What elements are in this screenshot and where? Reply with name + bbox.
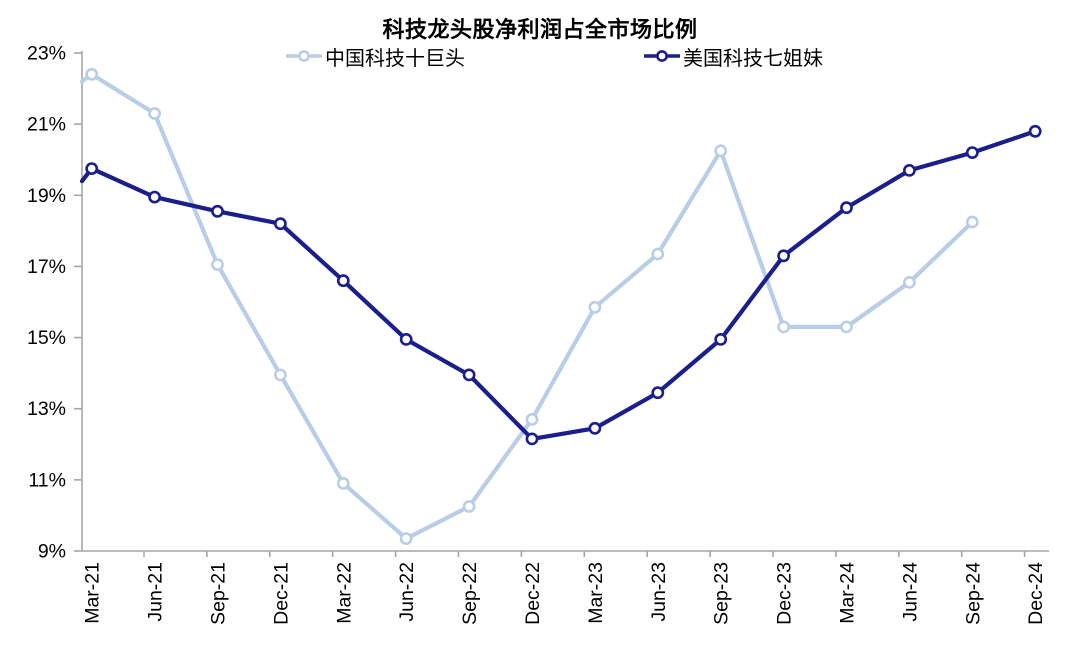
x-tick-label: Mar-21 [82, 562, 104, 624]
series-marker-0 [840, 320, 853, 334]
x-tick-label: Jun-22 [396, 562, 418, 622]
series-marker-0 [273, 368, 287, 382]
x-tick-label: Jun-24 [899, 562, 921, 622]
x-tick-label: Dec-24 [1025, 562, 1047, 625]
y-tick-label: 11% [28, 469, 66, 491]
series-marker-1 [840, 201, 853, 215]
legend-marker-us-icon [644, 50, 680, 62]
y-tick-label: 17% [27, 256, 66, 278]
y-tick-label: 21% [27, 114, 66, 136]
series-marker-0 [777, 320, 790, 334]
series-marker-1 [588, 421, 602, 435]
legend-label-us: 美国科技七姐妹 [683, 47, 823, 70]
legend-label-china: 中国科技十巨头 [325, 47, 465, 70]
series-marker-1 [148, 190, 161, 204]
series-line-0 [79, 72, 975, 541]
y-tick-label: 23% [27, 43, 66, 65]
legend-marker-china-icon [286, 50, 322, 62]
series-marker-0 [211, 258, 224, 271]
series-marker-0 [462, 500, 476, 513]
legend-item-china: 中国科技十巨头 [285, 45, 465, 70]
series-marker-0 [525, 412, 539, 426]
y-tick-label: 19% [27, 185, 66, 207]
series-marker-0 [903, 275, 916, 289]
x-tick-label: Sep-22 [459, 562, 481, 625]
x-tick-label: Dec-21 [270, 562, 292, 625]
x-tick-label: Dec-22 [522, 562, 544, 625]
series-marker-0 [965, 215, 979, 229]
series-marker-1 [336, 274, 350, 288]
series-marker-1 [525, 432, 539, 446]
series-marker-0 [85, 67, 99, 81]
y-tick-label: 15% [27, 327, 66, 349]
series-marker-1 [462, 368, 476, 382]
series-marker-0 [651, 247, 665, 261]
series-marker-1 [399, 332, 413, 346]
series-marker-0 [588, 300, 602, 314]
series-marker-0 [148, 107, 161, 120]
chart-title: 科技龙头股净利润占全市场比例 [382, 17, 698, 42]
series-marker-1 [1028, 124, 1042, 138]
series-marker-0 [714, 144, 728, 158]
series-marker-1 [273, 217, 287, 231]
series-marker-0 [399, 532, 413, 545]
series-marker-1 [211, 204, 224, 218]
x-tick-label: Sep-23 [711, 562, 733, 625]
series-marker-1 [85, 162, 99, 175]
legend-item-us: 美国科技七姐妹 [643, 45, 823, 70]
x-tick-label: Mar-22 [333, 562, 355, 624]
series-marker-1 [903, 163, 916, 177]
series-marker-0 [336, 476, 350, 490]
y-tick-label: 9% [38, 541, 66, 563]
x-tick-label: Dec-23 [774, 562, 796, 625]
x-tick-label: Jun-23 [648, 562, 670, 622]
series-line-1 [79, 129, 1038, 441]
x-tick-label: Sep-24 [962, 562, 984, 625]
x-tick-label: Mar-23 [585, 562, 607, 624]
series-marker-1 [651, 386, 665, 400]
y-tick-label: 13% [27, 398, 66, 420]
x-tick-label: Mar-24 [837, 562, 859, 624]
x-tick-label: Sep-21 [208, 562, 230, 625]
series-marker-1 [965, 146, 979, 159]
series-marker-1 [714, 332, 728, 346]
series-marker-1 [777, 249, 790, 263]
x-tick-label: Jun-21 [145, 562, 167, 622]
